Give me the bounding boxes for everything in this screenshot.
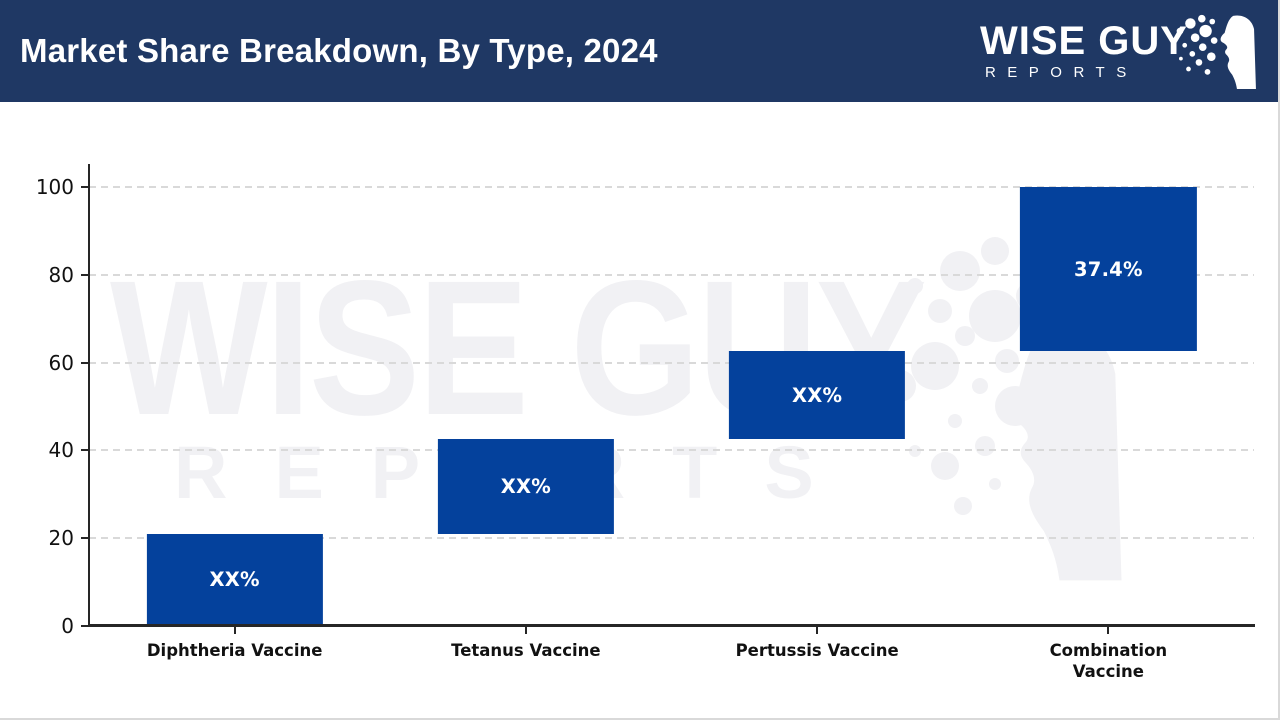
- bar-slot: 37.4%: [963, 187, 1254, 626]
- y-tick-label: 20: [48, 526, 74, 551]
- y-tick: [81, 537, 88, 540]
- logo-wordmark: WISE GUY: [979, 19, 1188, 63]
- bar-slot: XX%: [672, 187, 963, 626]
- y-tick: [81, 361, 88, 364]
- x-axis-spine: [88, 624, 1255, 627]
- bar-value-label: 37.4%: [1074, 257, 1143, 281]
- gridline: [89, 273, 1254, 276]
- brand-logo: WISE GUY REPORTS: [980, 13, 1260, 89]
- bar-slot: XX%: [380, 187, 671, 626]
- y-tick: [81, 186, 88, 188]
- gridline: [89, 186, 1254, 188]
- bar: XX%: [729, 351, 906, 439]
- x-axis-ticks: [89, 627, 1254, 634]
- y-tick-label: 40: [48, 438, 74, 463]
- x-category-label: Tetanus Vaccine: [451, 641, 601, 660]
- x-tick: [816, 627, 819, 634]
- gridline: [89, 361, 1254, 364]
- y-tick: [81, 449, 88, 452]
- y-axis-spine: [88, 164, 90, 627]
- bar: XX%: [146, 533, 323, 626]
- header: Market Share Breakdown, By Type, 2024 WI…: [0, 0, 1278, 102]
- plot-area: XX% XX% XX% 37.4%: [89, 186, 1254, 626]
- logo-subtext: REPORTS: [984, 64, 1138, 81]
- bar-value-label: XX%: [792, 383, 843, 407]
- y-tick-label: 100: [35, 175, 74, 199]
- x-category-label: Pertussis Vaccine: [735, 641, 899, 660]
- y-tick-label: 80: [48, 262, 74, 287]
- logo-face-icon: [1176, 14, 1256, 89]
- bar-slot: XX%: [89, 187, 380, 626]
- x-tick: [524, 627, 527, 634]
- y-tick: [81, 625, 88, 627]
- bar-value-label: XX%: [209, 568, 260, 592]
- page-title: Market Share Breakdown, By Type, 2024: [20, 32, 658, 69]
- bar: 37.4%: [1020, 187, 1197, 352]
- gridline: [89, 537, 1254, 540]
- y-tick: [81, 273, 88, 276]
- x-category-label: Combination Vaccine: [1049, 641, 1168, 681]
- y-tick-label: 0: [61, 614, 74, 638]
- bar-value-label: XX%: [500, 474, 551, 498]
- y-axis-ticks: [81, 186, 88, 627]
- brand-logo-text: WISE GUY REPORTS: [980, 21, 1188, 81]
- y-tick-label: 60: [48, 350, 74, 375]
- x-tick: [1107, 627, 1110, 634]
- gridline: [89, 449, 1254, 452]
- x-category-label: Diphtheria Vaccine: [146, 641, 323, 660]
- x-tick: [233, 627, 236, 634]
- y-axis-labels: 0 20 40 60 80 100: [0, 177, 74, 636]
- bar: XX%: [437, 439, 614, 534]
